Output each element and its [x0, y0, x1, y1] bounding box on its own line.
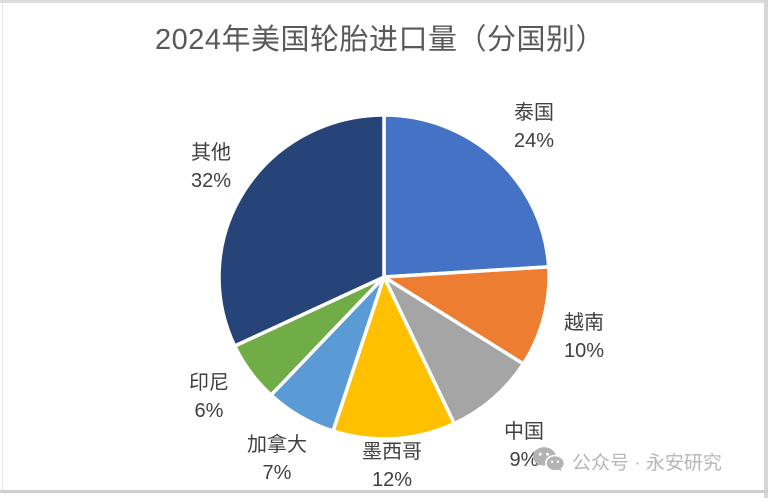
- slice-label-pct: 7%: [262, 462, 292, 484]
- slice-label-name: 加拿大: [247, 434, 307, 456]
- slice-label-indonesia: 印尼 6%: [189, 369, 229, 425]
- frame-border-right: [764, 0, 768, 498]
- frame-border-top: [0, 0, 768, 3]
- slice-label-pct: 6%: [194, 400, 224, 422]
- slice-label-name: 越南: [564, 312, 604, 334]
- slice-label-vietnam: 越南 10%: [564, 309, 604, 365]
- slice-label-pct: 10%: [563, 340, 605, 362]
- pie-slice-0: [382, 113, 551, 279]
- pie-slice-3: [331, 275, 456, 441]
- slice-label-mexico: 墨西哥 12%: [362, 438, 422, 494]
- slice-label-name: 泰国: [514, 102, 554, 124]
- slice-label-name: 墨西哥: [362, 441, 422, 463]
- slice-label-china: 中国 9%: [504, 418, 544, 474]
- slice-label-pct: 24%: [513, 130, 555, 152]
- slice-label-pct: 12%: [371, 469, 413, 491]
- watermark: 公众号 · 永安研究: [532, 446, 722, 477]
- slice-label-canada: 加拿大 7%: [247, 431, 307, 487]
- frame-border-left: [2, 3, 3, 491]
- slice-label-name: 中国: [504, 421, 544, 443]
- slice-label-pct: 32%: [190, 170, 232, 192]
- wechat-icon: [532, 447, 564, 472]
- slice-label-pct: 9%: [509, 449, 539, 471]
- watermark-text: 公众号 · 永安研究: [572, 453, 722, 474]
- slice-label-thailand: 泰国 24%: [514, 99, 554, 155]
- pie-slice-6: [217, 113, 386, 348]
- pie-slice-1: [382, 265, 551, 366]
- slice-label-name: 印尼: [189, 372, 229, 394]
- pie-slice-2: [382, 275, 526, 426]
- frame-border-bottom: [0, 490, 768, 493]
- chart-title: 2024年美国轮胎进口量（分国别）: [154, 24, 605, 56]
- slice-label-name: 其他: [191, 142, 231, 164]
- slice-label-other: 其他 32%: [191, 139, 231, 195]
